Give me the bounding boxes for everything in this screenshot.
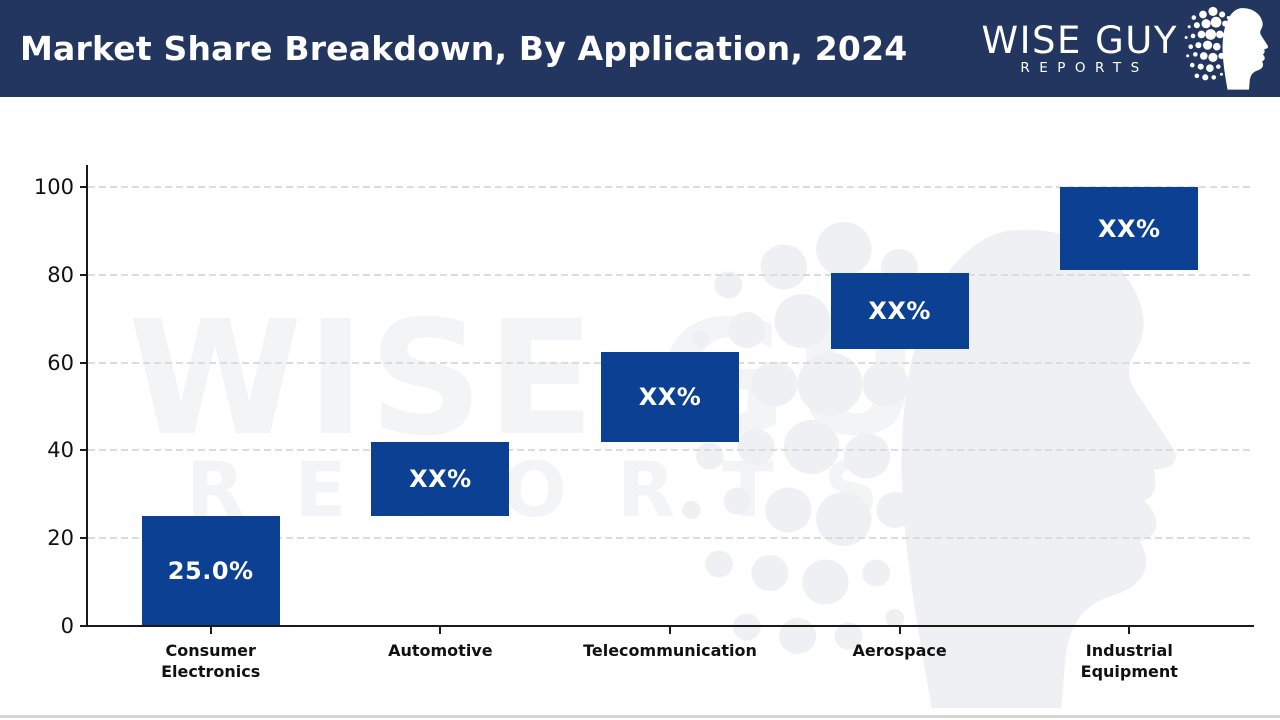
y-tick-20: [80, 537, 87, 540]
x-tick-automotive: [439, 627, 442, 634]
logo-wordmark-line1: WISE GUY: [981, 19, 1178, 63]
bar-value-label-telecommunication: XX%: [638, 382, 702, 411]
x-tick-industrial-equipment: [1128, 627, 1131, 634]
bar-telecommunication: XX%: [601, 351, 739, 442]
x-tick-telecommunication: [669, 627, 671, 634]
gridline-80: [88, 273, 1254, 276]
bar-aerospace: XX%: [830, 272, 969, 350]
y-tick-40: [80, 449, 87, 452]
bar-value-label-consumer-electronics: 25.0%: [167, 557, 254, 586]
x-axis-label-consumer-electronics: Consumer Electronics: [161, 641, 261, 681]
gridline-20: [88, 537, 1254, 540]
gridline-40: [88, 449, 1254, 452]
y-axis-label-100: 100: [33, 175, 74, 199]
logo: WISE GUY REPORTS: [982, 4, 1272, 94]
y-tick-0: [80, 625, 87, 627]
x-axis-label-industrial-equipment: Industrial Equipment: [1080, 641, 1178, 681]
y-axis-label-80: 80: [47, 262, 74, 287]
y-tick-80: [80, 273, 87, 276]
y-tick-100: [80, 186, 87, 188]
x-axis-label-telecommunication: Telecommunication: [583, 641, 757, 660]
logo-wordmark: WISE GUY REPORTS: [982, 22, 1178, 76]
y-axis-label-0: 0: [60, 614, 74, 638]
y-tick-60: [80, 361, 87, 364]
plot-area: WISE GUY REPORTS 0 20 40 60 80 100 25.0% XX% XX…: [0, 97, 1280, 720]
bar-consumer-electronics: 25.0%: [141, 516, 280, 626]
y-axis-label-60: 60: [47, 350, 74, 375]
bar-automotive: XX%: [371, 441, 510, 517]
y-axis-line: [86, 165, 88, 626]
header: Market Share Breakdown, By Application, …: [0, 0, 1280, 97]
y-axis-label-20: 20: [47, 526, 74, 551]
footer-rule: [0, 715, 1280, 718]
bar-value-label-industrial-equipment: XX%: [1098, 214, 1161, 243]
y-axis-label-40: 40: [47, 438, 74, 463]
logo-wordmark-line2: REPORTS: [1020, 60, 1149, 77]
x-axis-label-aerospace: Aerospace: [852, 641, 947, 660]
bar-value-label-automotive: XX%: [409, 464, 472, 493]
gridline-100: [88, 186, 1254, 188]
x-axis-line: [86, 625, 1254, 627]
x-tick-consumer-electronics: [209, 627, 212, 634]
bar-value-label-aerospace: XX%: [868, 297, 931, 325]
chart-title: Market Share Breakdown, By Application, …: [20, 29, 908, 68]
x-axis-label-automotive: Automotive: [388, 641, 493, 660]
bar-industrial-equipment: XX%: [1060, 187, 1199, 271]
x-tick-aerospace: [898, 627, 901, 634]
logo-face-icon: [1184, 6, 1269, 90]
